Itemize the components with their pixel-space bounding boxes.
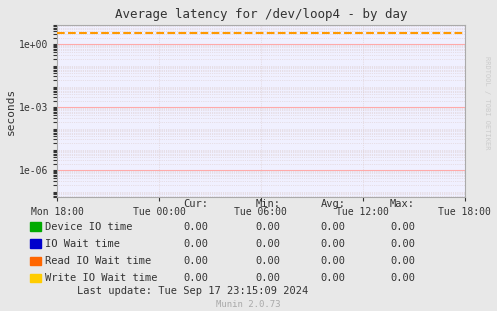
Text: RRDTOOL / TOBI OETIKER: RRDTOOL / TOBI OETIKER xyxy=(484,56,490,149)
Text: 0.00: 0.00 xyxy=(390,273,415,283)
Text: 0.00: 0.00 xyxy=(390,222,415,232)
Text: Cur:: Cur: xyxy=(184,199,209,209)
Text: Write IO Wait time: Write IO Wait time xyxy=(45,273,157,283)
Text: 0.00: 0.00 xyxy=(256,222,281,232)
Text: Last update: Tue Sep 17 23:15:09 2024: Last update: Tue Sep 17 23:15:09 2024 xyxy=(77,286,308,296)
Text: Max:: Max: xyxy=(390,199,415,209)
Text: 0.00: 0.00 xyxy=(184,239,209,249)
Text: 0.00: 0.00 xyxy=(184,273,209,283)
Text: 0.00: 0.00 xyxy=(256,273,281,283)
Text: 0.00: 0.00 xyxy=(256,239,281,249)
Text: Read IO Wait time: Read IO Wait time xyxy=(45,256,151,266)
Text: 0.00: 0.00 xyxy=(390,239,415,249)
Text: 0.00: 0.00 xyxy=(184,256,209,266)
Text: Device IO time: Device IO time xyxy=(45,222,132,232)
Text: 0.00: 0.00 xyxy=(390,256,415,266)
Text: 0.00: 0.00 xyxy=(321,222,345,232)
Text: Min:: Min: xyxy=(256,199,281,209)
Title: Average latency for /dev/loop4 - by day: Average latency for /dev/loop4 - by day xyxy=(115,8,407,21)
Text: 0.00: 0.00 xyxy=(321,273,345,283)
Text: Munin 2.0.73: Munin 2.0.73 xyxy=(216,300,281,309)
Text: 0.00: 0.00 xyxy=(321,256,345,266)
Y-axis label: seconds: seconds xyxy=(6,88,16,135)
Text: 0.00: 0.00 xyxy=(184,222,209,232)
Text: 0.00: 0.00 xyxy=(321,239,345,249)
Text: 0.00: 0.00 xyxy=(256,256,281,266)
Text: IO Wait time: IO Wait time xyxy=(45,239,120,249)
Text: Avg:: Avg: xyxy=(321,199,345,209)
